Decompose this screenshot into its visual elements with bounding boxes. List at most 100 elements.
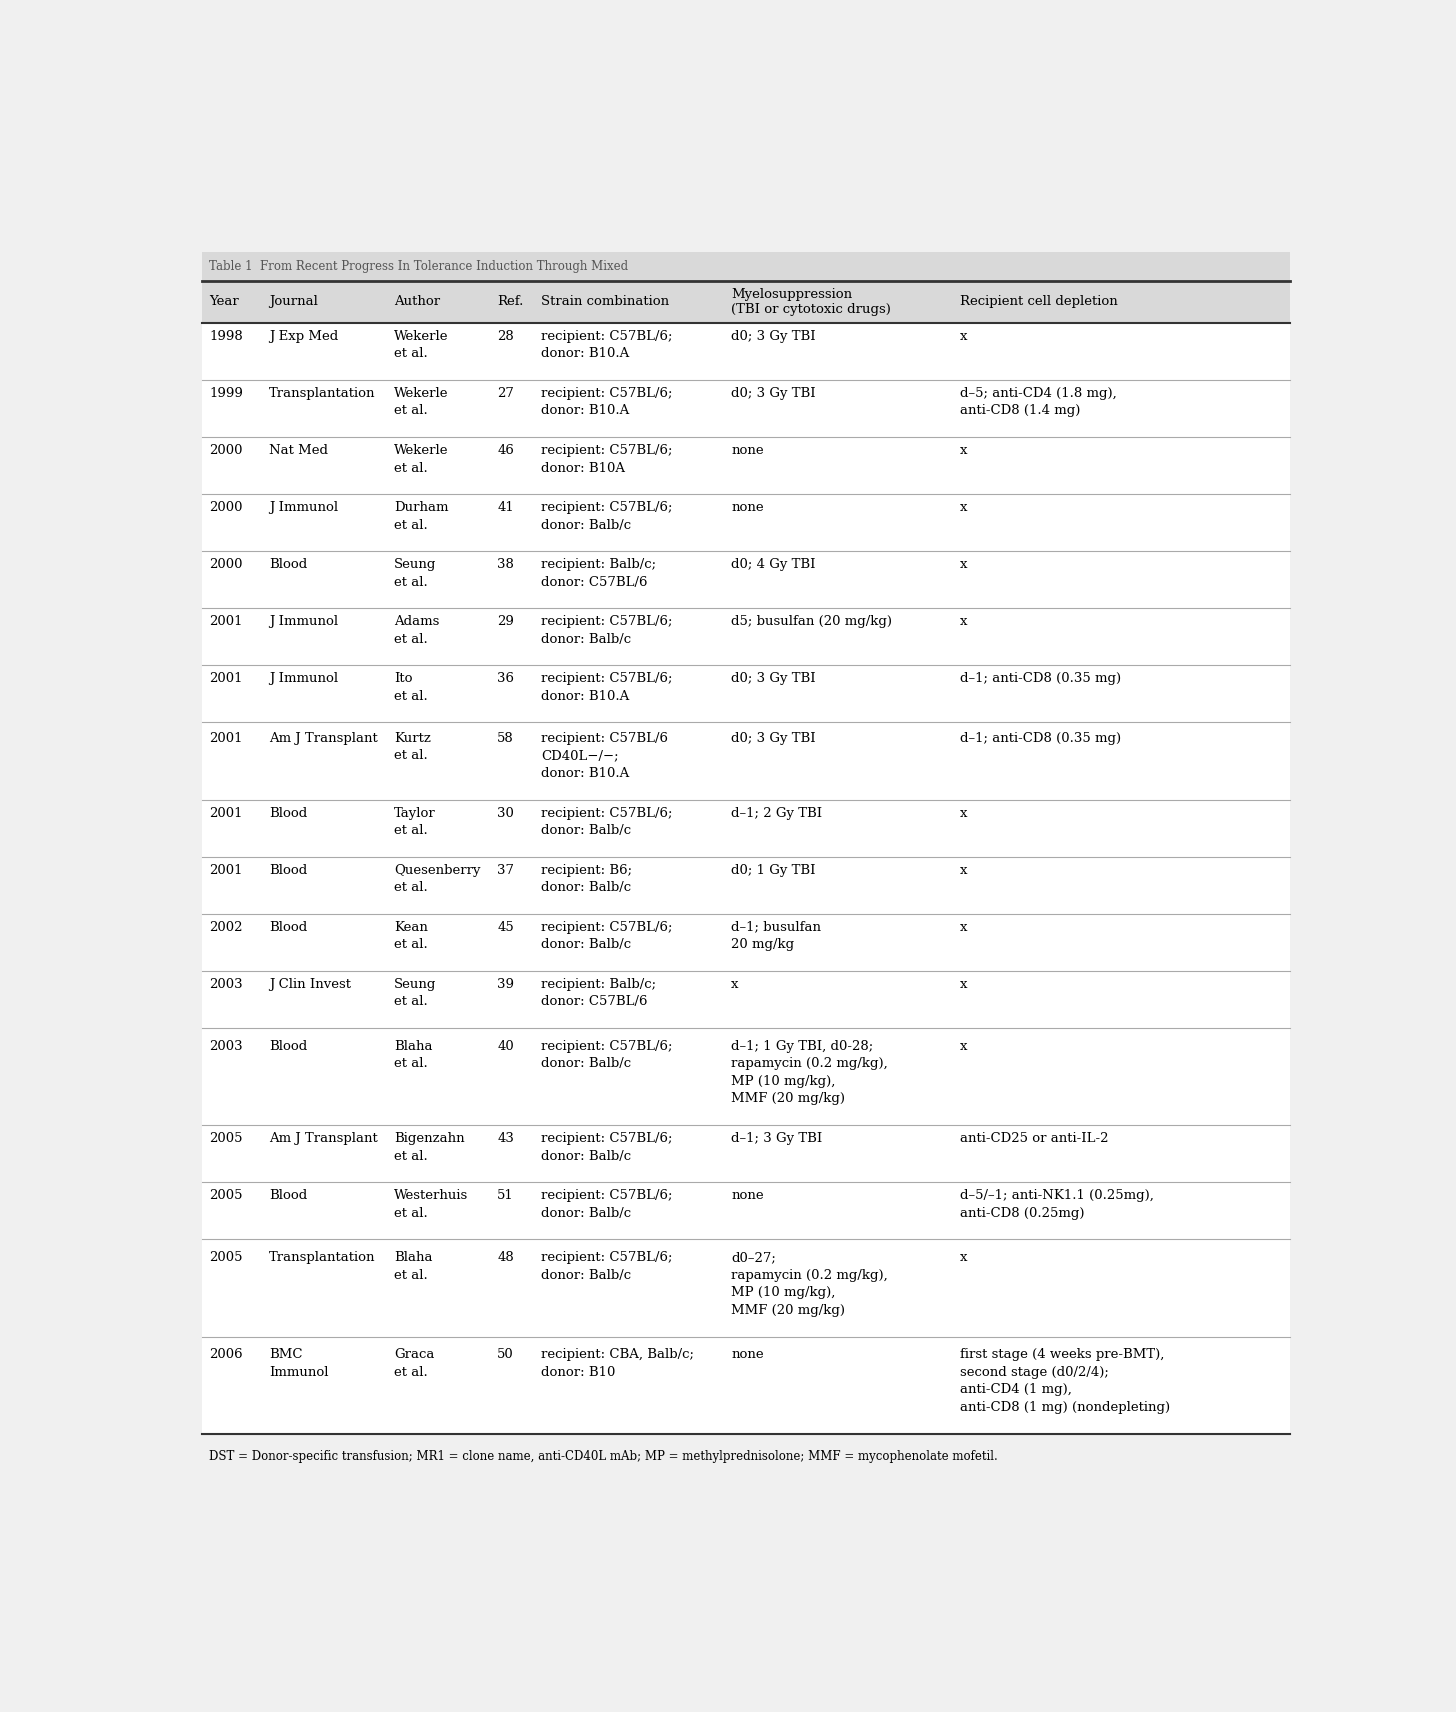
Text: Seung
et al.: Seung et al. [395, 978, 437, 1008]
Text: 1999: 1999 [210, 387, 243, 401]
Text: d0; 3 Gy TBI: d0; 3 Gy TBI [731, 330, 815, 342]
Text: Blaha
et al.: Blaha et al. [395, 1251, 432, 1282]
Text: 27: 27 [498, 387, 514, 401]
Text: J Immunol: J Immunol [269, 673, 338, 685]
FancyBboxPatch shape [202, 281, 1290, 324]
Text: 45: 45 [498, 921, 514, 933]
Text: d5; busulfan (20 mg/kg): d5; busulfan (20 mg/kg) [731, 615, 893, 628]
Text: 50: 50 [498, 1349, 514, 1361]
FancyBboxPatch shape [202, 252, 1290, 281]
Text: Kurtz
et al.: Kurtz et al. [395, 731, 431, 762]
Text: 28: 28 [498, 330, 514, 342]
Text: 48: 48 [498, 1251, 514, 1263]
Text: Taylor
et al.: Taylor et al. [395, 806, 435, 837]
Text: 38: 38 [498, 558, 514, 572]
Text: recipient: C57BL/6;
donor: B10.A: recipient: C57BL/6; donor: B10.A [540, 387, 673, 418]
Text: J Immunol: J Immunol [269, 615, 338, 628]
Text: Table 1  From Recent Progress In Tolerance Induction Through Mixed: Table 1 From Recent Progress In Toleranc… [210, 260, 628, 272]
Text: none: none [731, 502, 764, 514]
Text: x: x [960, 330, 967, 342]
Text: 58: 58 [498, 731, 514, 745]
Text: 2001: 2001 [210, 673, 243, 685]
Text: 2005: 2005 [210, 1251, 243, 1263]
Text: Bigenzahn
et al.: Bigenzahn et al. [395, 1132, 464, 1162]
Text: 40: 40 [498, 1039, 514, 1053]
Text: recipient: C57BL/6;
donor: Balb/c: recipient: C57BL/6; donor: Balb/c [540, 921, 673, 952]
Text: d–5/–1; anti-NK1.1 (0.25mg),
anti-CD8 (0.25mg): d–5/–1; anti-NK1.1 (0.25mg), anti-CD8 (0… [960, 1190, 1153, 1219]
Text: Am J Transplant: Am J Transplant [269, 1132, 377, 1145]
Text: Blaha
et al.: Blaha et al. [395, 1039, 432, 1070]
Text: Graca
et al.: Graca et al. [395, 1349, 434, 1378]
Text: 2003: 2003 [210, 978, 243, 991]
Text: 30: 30 [498, 806, 514, 820]
Text: Wekerle
et al.: Wekerle et al. [395, 330, 448, 361]
Text: recipient: C57BL/6;
donor: Balb/c: recipient: C57BL/6; donor: Balb/c [540, 1251, 673, 1282]
Text: x: x [960, 863, 967, 877]
Text: 41: 41 [498, 502, 514, 514]
Text: Blood: Blood [269, 863, 307, 877]
Text: x: x [960, 1251, 967, 1263]
Text: recipient: C57BL/6;
donor: Balb/c: recipient: C57BL/6; donor: Balb/c [540, 806, 673, 837]
Text: 2000: 2000 [210, 558, 243, 572]
Text: 2001: 2001 [210, 806, 243, 820]
Text: recipient: C57BL/6;
donor: Balb/c: recipient: C57BL/6; donor: Balb/c [540, 502, 673, 532]
Text: Blood: Blood [269, 1039, 307, 1053]
Text: d–1; anti-CD8 (0.35 mg): d–1; anti-CD8 (0.35 mg) [960, 731, 1121, 745]
Text: recipient: C57BL/6;
donor: B10.A: recipient: C57BL/6; donor: B10.A [540, 330, 673, 361]
Text: recipient: C57BL/6;
donor: Balb/c: recipient: C57BL/6; donor: Balb/c [540, 615, 673, 645]
Text: x: x [960, 806, 967, 820]
Text: d0; 1 Gy TBI: d0; 1 Gy TBI [731, 863, 815, 877]
Text: none: none [731, 1190, 764, 1202]
Text: d–5; anti-CD4 (1.8 mg),
anti-CD8 (1.4 mg): d–5; anti-CD4 (1.8 mg), anti-CD8 (1.4 mg… [960, 387, 1117, 418]
Text: recipient: B6;
donor: Balb/c: recipient: B6; donor: Balb/c [540, 863, 632, 894]
Text: Quesenberry
et al.: Quesenberry et al. [395, 863, 480, 894]
Text: Westerhuis
et al.: Westerhuis et al. [395, 1190, 469, 1219]
Text: 2000: 2000 [210, 443, 243, 457]
Text: anti-CD25 or anti-IL-2: anti-CD25 or anti-IL-2 [960, 1132, 1108, 1145]
Text: 51: 51 [498, 1190, 514, 1202]
Text: d–1; anti-CD8 (0.35 mg): d–1; anti-CD8 (0.35 mg) [960, 673, 1121, 685]
Text: x: x [731, 978, 738, 991]
Text: none: none [731, 443, 764, 457]
Text: 36: 36 [498, 673, 514, 685]
Text: J Clin Invest: J Clin Invest [269, 978, 351, 991]
Text: Kean
et al.: Kean et al. [395, 921, 428, 952]
Text: 37: 37 [498, 863, 514, 877]
Text: Transplantation: Transplantation [269, 387, 376, 401]
Text: recipient: Balb/c;
donor: C57BL/6: recipient: Balb/c; donor: C57BL/6 [540, 558, 657, 589]
Text: d0; 3 Gy TBI: d0; 3 Gy TBI [731, 673, 815, 685]
Text: 2006: 2006 [210, 1349, 243, 1361]
Text: Strain combination: Strain combination [540, 296, 668, 308]
Text: DST = Donor-specific transfusion; MR1 = clone name, anti-CD40L mAb; MP = methylp: DST = Donor-specific transfusion; MR1 = … [210, 1450, 997, 1462]
Text: Journal: Journal [269, 296, 317, 308]
Text: 1998: 1998 [210, 330, 243, 342]
Text: recipient: C57BL/6;
donor: Balb/c: recipient: C57BL/6; donor: Balb/c [540, 1190, 673, 1219]
Text: x: x [960, 443, 967, 457]
Text: recipient: C57BL/6;
donor: Balb/c: recipient: C57BL/6; donor: Balb/c [540, 1039, 673, 1070]
Text: d0–27;
rapamycin (0.2 mg/kg),
MP (10 mg/kg),
MMF (20 mg/kg): d0–27; rapamycin (0.2 mg/kg), MP (10 mg/… [731, 1251, 888, 1317]
Text: recipient: C57BL/6;
donor: B10A: recipient: C57BL/6; donor: B10A [540, 443, 673, 474]
Text: 2001: 2001 [210, 615, 243, 628]
Text: recipient: C57BL/6;
donor: B10.A: recipient: C57BL/6; donor: B10.A [540, 673, 673, 704]
Text: x: x [960, 615, 967, 628]
Text: Year: Year [210, 296, 239, 308]
Text: Myelosuppression
(TBI or cytotoxic drugs): Myelosuppression (TBI or cytotoxic drugs… [731, 288, 891, 315]
Text: Recipient cell depletion: Recipient cell depletion [960, 296, 1117, 308]
Text: none: none [731, 1349, 764, 1361]
Text: Nat Med: Nat Med [269, 443, 328, 457]
Text: 2002: 2002 [210, 921, 243, 933]
Text: 29: 29 [498, 615, 514, 628]
Text: Author: Author [395, 296, 440, 308]
Text: recipient: Balb/c;
donor: C57BL/6: recipient: Balb/c; donor: C57BL/6 [540, 978, 657, 1008]
Text: x: x [960, 921, 967, 933]
Text: d0; 3 Gy TBI: d0; 3 Gy TBI [731, 731, 815, 745]
Text: BMC
Immunol: BMC Immunol [269, 1349, 329, 1378]
Text: 2001: 2001 [210, 863, 243, 877]
Text: Adams
et al.: Adams et al. [395, 615, 440, 645]
Text: 2005: 2005 [210, 1190, 243, 1202]
Text: Wekerle
et al.: Wekerle et al. [395, 443, 448, 474]
Text: 2000: 2000 [210, 502, 243, 514]
Text: Blood: Blood [269, 1190, 307, 1202]
Text: J Exp Med: J Exp Med [269, 330, 338, 342]
Text: recipient: C57BL/6
CD40L−/−;
donor: B10.A: recipient: C57BL/6 CD40L−/−; donor: B10.… [540, 731, 668, 779]
